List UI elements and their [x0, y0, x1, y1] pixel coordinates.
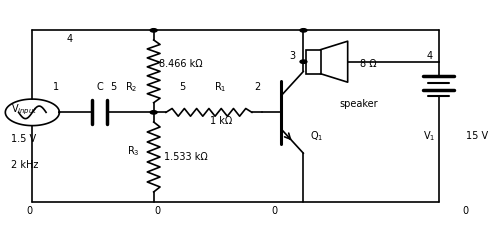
Text: 0: 0: [154, 206, 161, 216]
Bar: [306, 50, 321, 74]
Text: R$_1$: R$_1$: [214, 80, 226, 94]
Text: 3: 3: [290, 51, 296, 61]
Text: R$_2$: R$_2$: [125, 80, 138, 94]
Circle shape: [150, 111, 157, 114]
Circle shape: [300, 29, 307, 32]
Text: V$_{input}$: V$_{input}$: [11, 103, 38, 117]
Text: 0: 0: [27, 206, 33, 216]
Text: R$_3$: R$_3$: [127, 144, 140, 158]
Text: 4: 4: [66, 34, 72, 44]
Text: speaker: speaker: [340, 99, 378, 109]
Circle shape: [300, 60, 307, 63]
Text: 8.466 kΩ: 8.466 kΩ: [159, 59, 202, 69]
Text: 0: 0: [271, 206, 277, 216]
Text: 1.533 kΩ: 1.533 kΩ: [164, 152, 207, 162]
Text: C: C: [96, 82, 103, 92]
Text: 4: 4: [427, 51, 433, 61]
Text: 0: 0: [462, 206, 469, 216]
Circle shape: [150, 29, 157, 32]
Text: Q$_1$: Q$_1$: [310, 130, 323, 143]
Text: 5: 5: [179, 82, 185, 92]
Text: 15 V: 15 V: [466, 132, 488, 142]
Text: 1: 1: [53, 82, 59, 92]
Text: V$_1$: V$_1$: [423, 130, 435, 143]
Text: 5: 5: [110, 82, 116, 92]
Text: 1.5 V: 1.5 V: [11, 134, 36, 144]
Text: 1 kΩ: 1 kΩ: [210, 116, 232, 126]
Text: 8 Ω: 8 Ω: [360, 59, 377, 69]
Text: 2: 2: [254, 82, 261, 92]
Text: 2 kHz: 2 kHz: [11, 160, 39, 170]
